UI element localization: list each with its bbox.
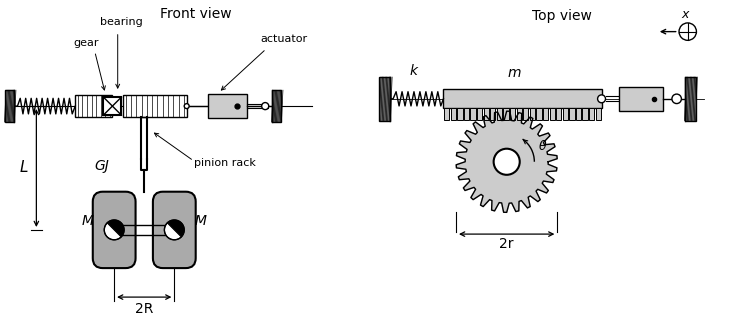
Bar bbox=[484, 109, 489, 120]
Bar bbox=[583, 109, 588, 120]
Bar bbox=[543, 109, 548, 120]
Text: 2R: 2R bbox=[135, 302, 153, 317]
Circle shape bbox=[672, 94, 681, 103]
Bar bbox=[523, 109, 529, 120]
Text: k: k bbox=[410, 64, 418, 78]
Text: actuator: actuator bbox=[260, 35, 308, 44]
Bar bbox=[380, 77, 390, 121]
Bar bbox=[380, 77, 390, 121]
Text: x: x bbox=[681, 8, 688, 21]
Bar bbox=[576, 109, 581, 120]
Text: GJ: GJ bbox=[94, 159, 109, 173]
Bar bbox=[450, 109, 456, 120]
Text: L: L bbox=[20, 161, 29, 175]
Bar bbox=[620, 87, 663, 111]
Bar bbox=[457, 109, 462, 120]
Bar bbox=[471, 109, 476, 120]
Bar bbox=[477, 109, 482, 120]
Bar bbox=[444, 109, 450, 120]
Bar bbox=[569, 109, 575, 120]
Bar bbox=[684, 77, 696, 121]
FancyBboxPatch shape bbox=[153, 192, 196, 268]
Text: Front view: Front view bbox=[159, 7, 232, 21]
Bar bbox=[444, 89, 602, 109]
Bar bbox=[556, 109, 561, 120]
Polygon shape bbox=[456, 111, 557, 212]
Text: gear: gear bbox=[73, 38, 99, 48]
Bar bbox=[684, 77, 696, 121]
Bar bbox=[271, 90, 281, 122]
Circle shape bbox=[262, 102, 268, 110]
Bar bbox=[596, 109, 601, 120]
Bar bbox=[75, 95, 112, 117]
Bar bbox=[103, 97, 121, 115]
Bar bbox=[208, 94, 247, 118]
Text: Top view: Top view bbox=[532, 9, 592, 23]
Text: m: m bbox=[508, 66, 521, 80]
Text: bearing: bearing bbox=[100, 17, 143, 27]
Text: M: M bbox=[82, 214, 94, 227]
Bar bbox=[464, 109, 469, 120]
Bar bbox=[490, 109, 496, 120]
Wedge shape bbox=[167, 220, 184, 237]
Wedge shape bbox=[105, 223, 121, 240]
Bar bbox=[5, 90, 14, 122]
Bar bbox=[5, 90, 14, 122]
Bar bbox=[497, 109, 502, 120]
Bar bbox=[550, 109, 555, 120]
Text: M: M bbox=[195, 214, 207, 227]
Text: pinion rack: pinion rack bbox=[194, 158, 256, 168]
Bar bbox=[529, 109, 535, 120]
Text: $\theta$: $\theta$ bbox=[538, 139, 547, 153]
Bar bbox=[517, 109, 522, 120]
Circle shape bbox=[679, 23, 696, 40]
Circle shape bbox=[493, 149, 520, 175]
Bar bbox=[123, 95, 186, 117]
Bar bbox=[271, 90, 281, 122]
Text: 2r: 2r bbox=[499, 237, 514, 251]
Circle shape bbox=[184, 103, 190, 109]
Bar bbox=[510, 109, 515, 120]
Bar bbox=[503, 109, 508, 120]
Bar bbox=[589, 109, 594, 120]
Bar bbox=[536, 109, 541, 120]
Wedge shape bbox=[108, 220, 124, 237]
Wedge shape bbox=[165, 223, 181, 240]
Circle shape bbox=[598, 95, 605, 103]
Bar bbox=[562, 109, 568, 120]
FancyBboxPatch shape bbox=[92, 192, 135, 268]
